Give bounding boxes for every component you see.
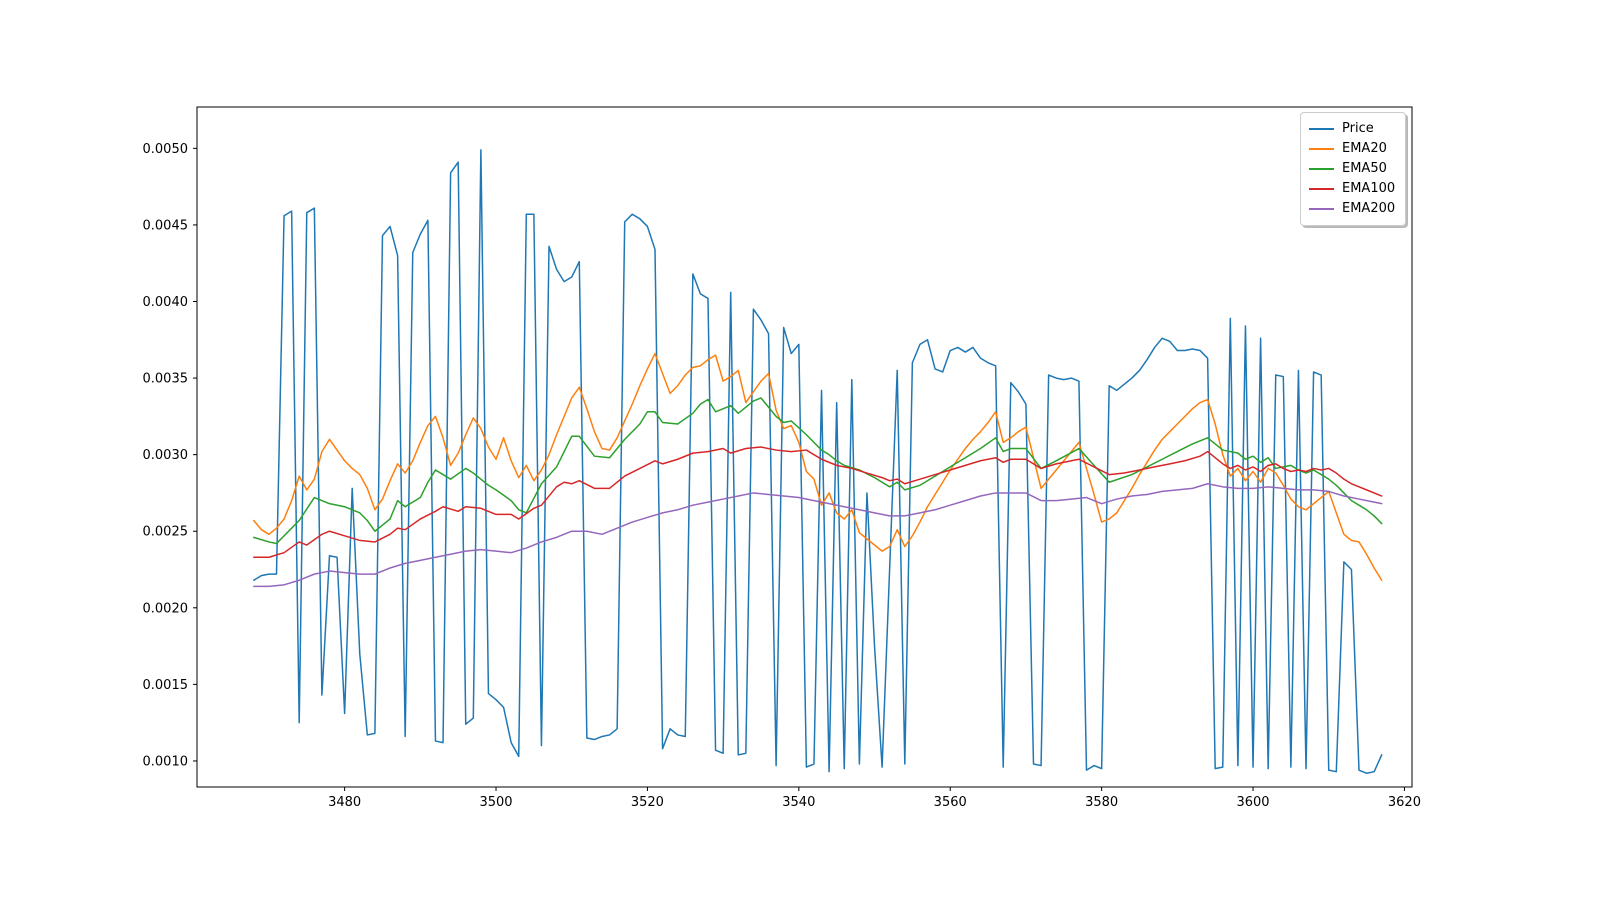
legend-label: EMA200 bbox=[1342, 201, 1396, 216]
legend-entry-price: Price bbox=[1309, 119, 1395, 139]
legend-entry-ema20: EMA20 bbox=[1309, 139, 1395, 159]
x-tick-label: 3520 bbox=[631, 795, 664, 810]
x-tick-label: 3540 bbox=[782, 795, 815, 810]
y-tick-label: 0.0035 bbox=[143, 372, 189, 387]
legend-label: EMA100 bbox=[1342, 181, 1396, 196]
legend-line-swatch-ema50 bbox=[1309, 168, 1334, 170]
legend-label: Price bbox=[1342, 121, 1374, 136]
x-tick-label: 3560 bbox=[934, 795, 967, 810]
series-line-ema100 bbox=[253, 446, 1383, 559]
y-tick-label: 0.0040 bbox=[143, 295, 189, 310]
y-tick-label: 0.0050 bbox=[143, 142, 189, 157]
legend-entry-ema50: EMA50 bbox=[1309, 159, 1395, 179]
series-line-ema200 bbox=[253, 483, 1383, 588]
axis-ticks: 3480 3500 3520 3540 3560 3580 3600 3620 0.0010 0.… bbox=[143, 142, 1421, 810]
legend-line-swatch-price bbox=[1309, 128, 1334, 130]
legend-entry-ema100: EMA100 bbox=[1309, 179, 1395, 199]
plot-series bbox=[253, 149, 1383, 774]
x-tick-label: 3600 bbox=[1236, 795, 1269, 810]
y-tick-label: 0.0045 bbox=[143, 218, 189, 233]
legend: Price EMA20 EMA50 EMA100 EMA200 bbox=[1300, 112, 1407, 226]
y-tick-label: 0.0025 bbox=[143, 525, 189, 540]
legend-label: EMA20 bbox=[1342, 141, 1387, 156]
y-tick-label: 0.0010 bbox=[143, 754, 189, 769]
legend-label: EMA50 bbox=[1342, 161, 1387, 176]
y-tick-label: 0.0020 bbox=[143, 601, 189, 616]
y-tick-label: 0.0030 bbox=[143, 448, 189, 463]
legend-line-swatch-ema20 bbox=[1309, 148, 1334, 150]
legend-line-swatch-ema200 bbox=[1309, 208, 1334, 210]
x-tick-label: 3580 bbox=[1085, 795, 1118, 810]
legend-entry-ema200: EMA200 bbox=[1309, 199, 1395, 219]
x-tick-label: 3480 bbox=[328, 795, 361, 810]
axes-spines bbox=[196, 106, 1413, 788]
legend-line-swatch-ema100 bbox=[1309, 188, 1334, 190]
series-line-ema50 bbox=[253, 397, 1383, 545]
x-tick-label: 3500 bbox=[479, 795, 512, 810]
series-line-price bbox=[253, 149, 1383, 774]
x-tick-label: 3620 bbox=[1388, 795, 1421, 810]
y-tick-label: 0.0015 bbox=[143, 678, 189, 693]
series-line-ema20 bbox=[253, 352, 1383, 581]
